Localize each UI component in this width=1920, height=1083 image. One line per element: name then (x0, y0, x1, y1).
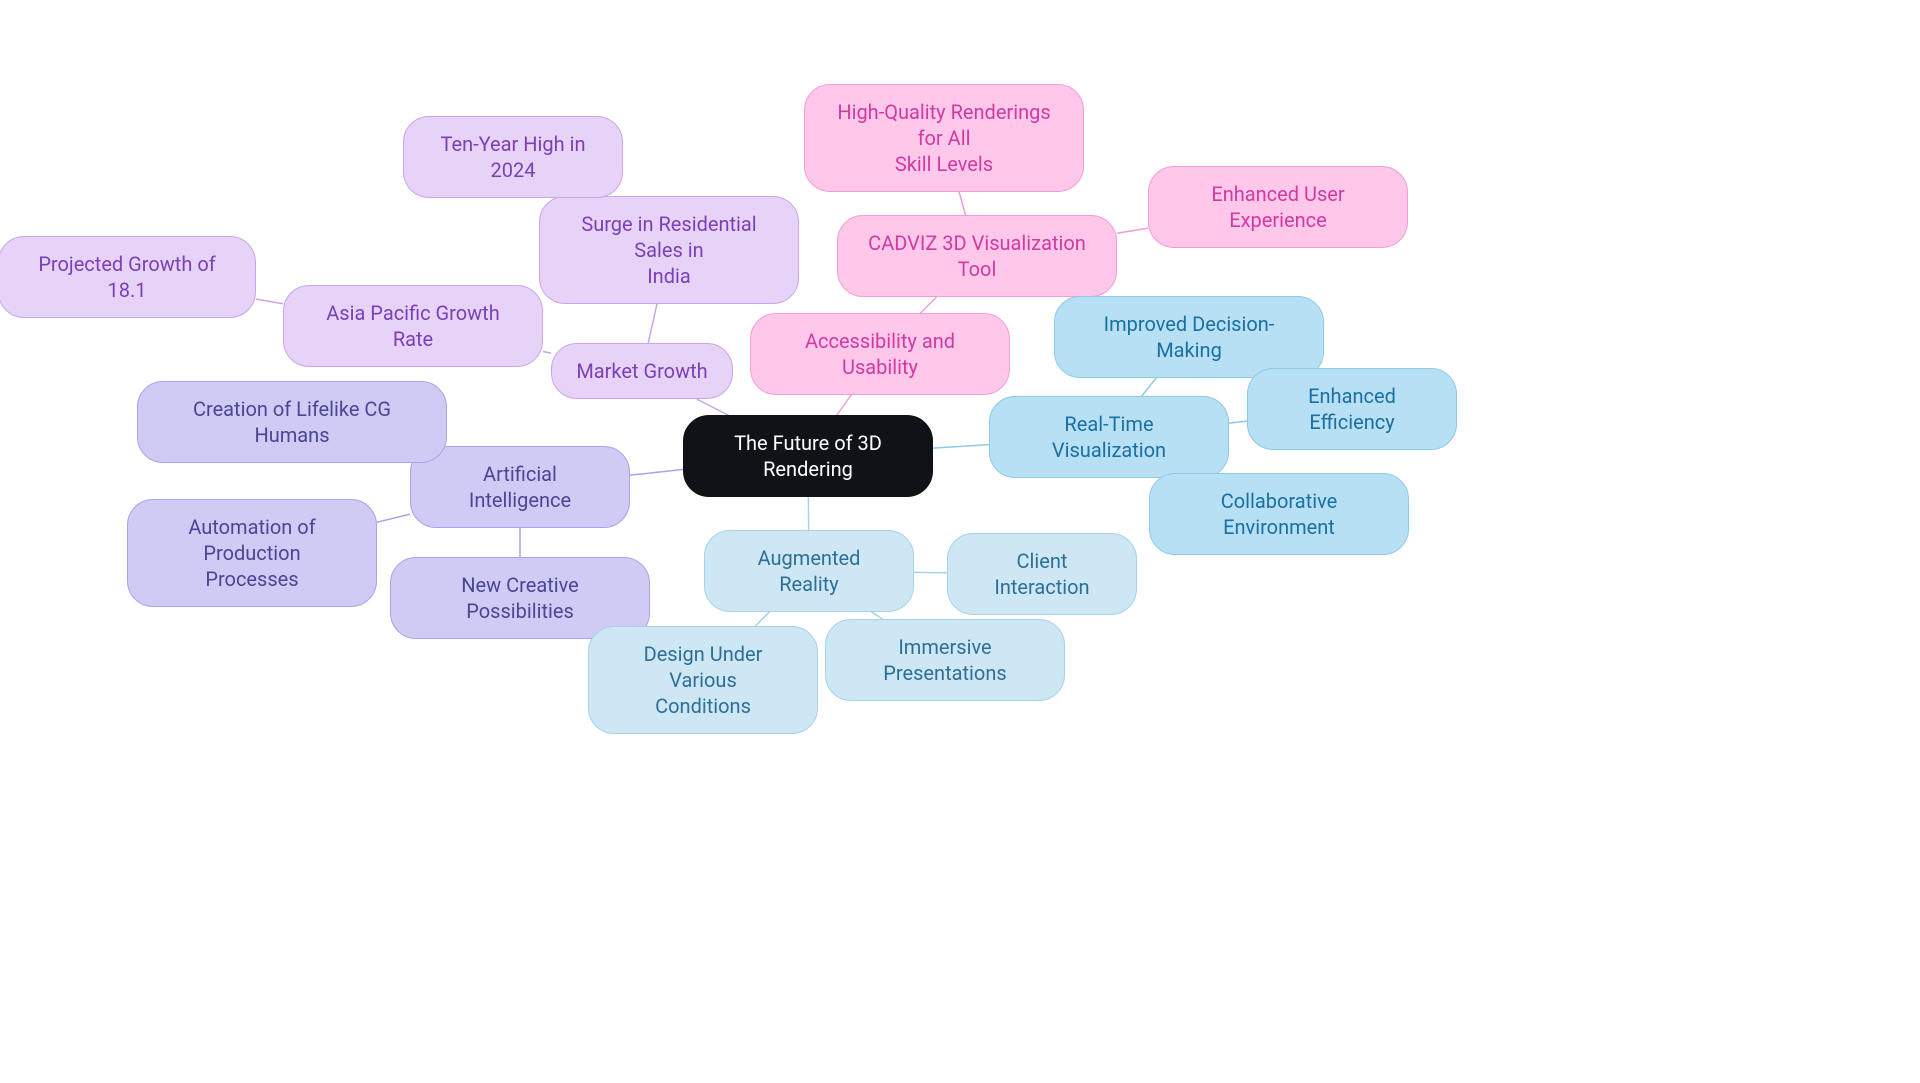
edge (377, 514, 410, 522)
node-mkt-asia-181: Projected Growth of 18.1 (0, 236, 256, 318)
node-access: Accessibility and Usability (750, 313, 1010, 395)
edge (933, 445, 989, 449)
node-rtv-dm: Improved Decision-Making (1054, 296, 1324, 378)
node-cadviz-ux: Enhanced User Experience (1148, 166, 1408, 248)
node-mkt-india-high: Ten-Year High in 2024 (403, 116, 623, 198)
node-cadviz-hq: High-Quality Renderings for All Skill Le… (804, 84, 1084, 192)
node-mkt: Market Growth (551, 343, 733, 399)
node-ai-auto: Automation of Production Processes (127, 499, 377, 607)
node-ai: Artificial Intelligence (410, 446, 630, 528)
node-mkt-india: Surge in Residential Sales in India (539, 196, 799, 304)
node-root: The Future of 3D Rendering (683, 415, 933, 497)
edge (1117, 228, 1148, 233)
node-mkt-asia: Asia Pacific Growth Rate (283, 285, 543, 367)
node-ar-client: Client Interaction (947, 533, 1137, 615)
node-ai-cg: Creation of Lifelike CG Humans (137, 381, 447, 463)
node-ar-design: Design Under Various Conditions (588, 626, 818, 734)
node-rtv-collab: Collaborative Environment (1149, 473, 1409, 555)
node-ar: Augmented Reality (704, 530, 914, 612)
node-rtv-eff: Enhanced Efficiency (1247, 368, 1457, 450)
edge (1229, 421, 1247, 423)
node-ar-immersive: Immersive Presentations (825, 619, 1065, 701)
edge (630, 469, 683, 475)
mindmap-canvas: The Future of 3D RenderingMarket GrowthA… (0, 0, 1920, 1083)
node-cadviz: CADVIZ 3D Visualization Tool (837, 215, 1117, 297)
edge (543, 352, 551, 354)
node-rtv: Real-Time Visualization (989, 396, 1229, 478)
edge (256, 299, 283, 304)
